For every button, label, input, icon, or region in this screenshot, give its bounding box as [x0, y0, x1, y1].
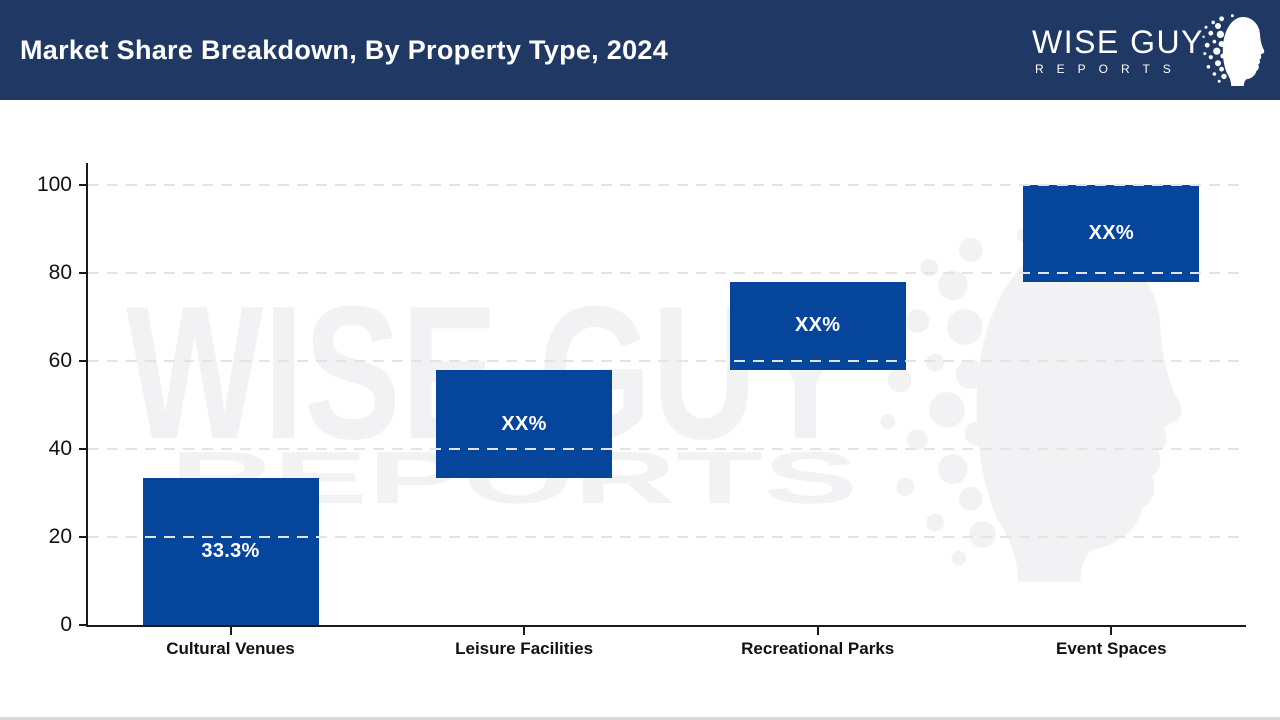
bar-leisure-facilities: XX% — [436, 369, 613, 479]
gridline-40 — [88, 448, 1246, 450]
x-tick-recreational-parks — [816, 627, 819, 635]
y-tick-20 — [79, 536, 88, 538]
x-label-recreational-parks: Recreational Parks — [741, 639, 895, 658]
bar-event-spaces: XX% — [1023, 185, 1200, 282]
gridline-60 — [88, 360, 1246, 362]
gridline-20 — [88, 536, 1246, 538]
y-tick-label-100: 100 — [36, 173, 72, 196]
wiseguy-face-icon — [1200, 13, 1266, 87]
x-label-cultural-venues: Cultural Venues — [166, 639, 295, 658]
y-tick-label-40: 40 — [48, 437, 72, 460]
x-tick-event-spaces — [1110, 627, 1113, 635]
x-tick-leisure-facilities — [523, 627, 526, 635]
logo-text: WISE GUY REPORTS — [1032, 26, 1204, 75]
y-tick-label-80: 80 — [48, 261, 72, 284]
y-axis-line — [86, 163, 88, 627]
y-tick-100 — [79, 184, 88, 186]
bar-recreational-parks: XX% — [729, 281, 906, 370]
chart-title: Market Share Breakdown, By Property Type… — [20, 34, 669, 65]
gridline-80 — [88, 272, 1246, 274]
y-tick-40 — [79, 448, 88, 450]
header: Market Share Breakdown, By Property Type… — [0, 0, 1280, 100]
logo-wordmark: WISE GUY — [1031, 23, 1204, 60]
logo-subtitle: REPORTS — [1034, 61, 1184, 76]
bar-value-label-event-spaces: XX% — [1088, 221, 1134, 244]
x-label-leisure-facilities: Leisure Facilities — [455, 639, 594, 658]
wiseguy-logo: WISE GUY REPORTS — [1032, 13, 1266, 87]
x-tick-cultural-venues — [229, 627, 232, 635]
bar-value-label-leisure-facilities: XX% — [501, 412, 547, 435]
y-tick-label-20: 20 — [48, 525, 72, 548]
y-tick-label-0: 0 — [60, 613, 72, 636]
footer-bar — [0, 717, 1280, 720]
x-label-event-spaces: Event Spaces — [1056, 639, 1167, 658]
gridline-100 — [88, 184, 1246, 186]
x-axis-line — [86, 625, 1246, 627]
y-tick-60 — [79, 360, 88, 362]
y-tick-80 — [79, 272, 88, 274]
y-tick-label-60: 60 — [48, 349, 72, 372]
y-tick-0 — [79, 624, 88, 626]
bar-value-label-recreational-parks: XX% — [795, 314, 841, 337]
bar-value-label-cultural-venues: 33.3% — [201, 540, 260, 563]
bar-cultural-venues: 33.3% — [142, 478, 319, 625]
